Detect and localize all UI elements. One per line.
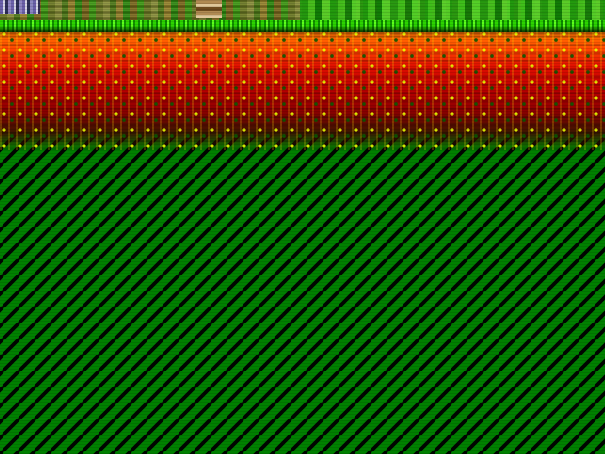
top-noise-blue-segment [0,0,40,14]
red-band-dot-grid [0,30,605,150]
top-noise-green-segment [300,0,605,20]
top-noise-tan-segment [196,0,222,18]
green-stripe-shadow [0,18,605,32]
